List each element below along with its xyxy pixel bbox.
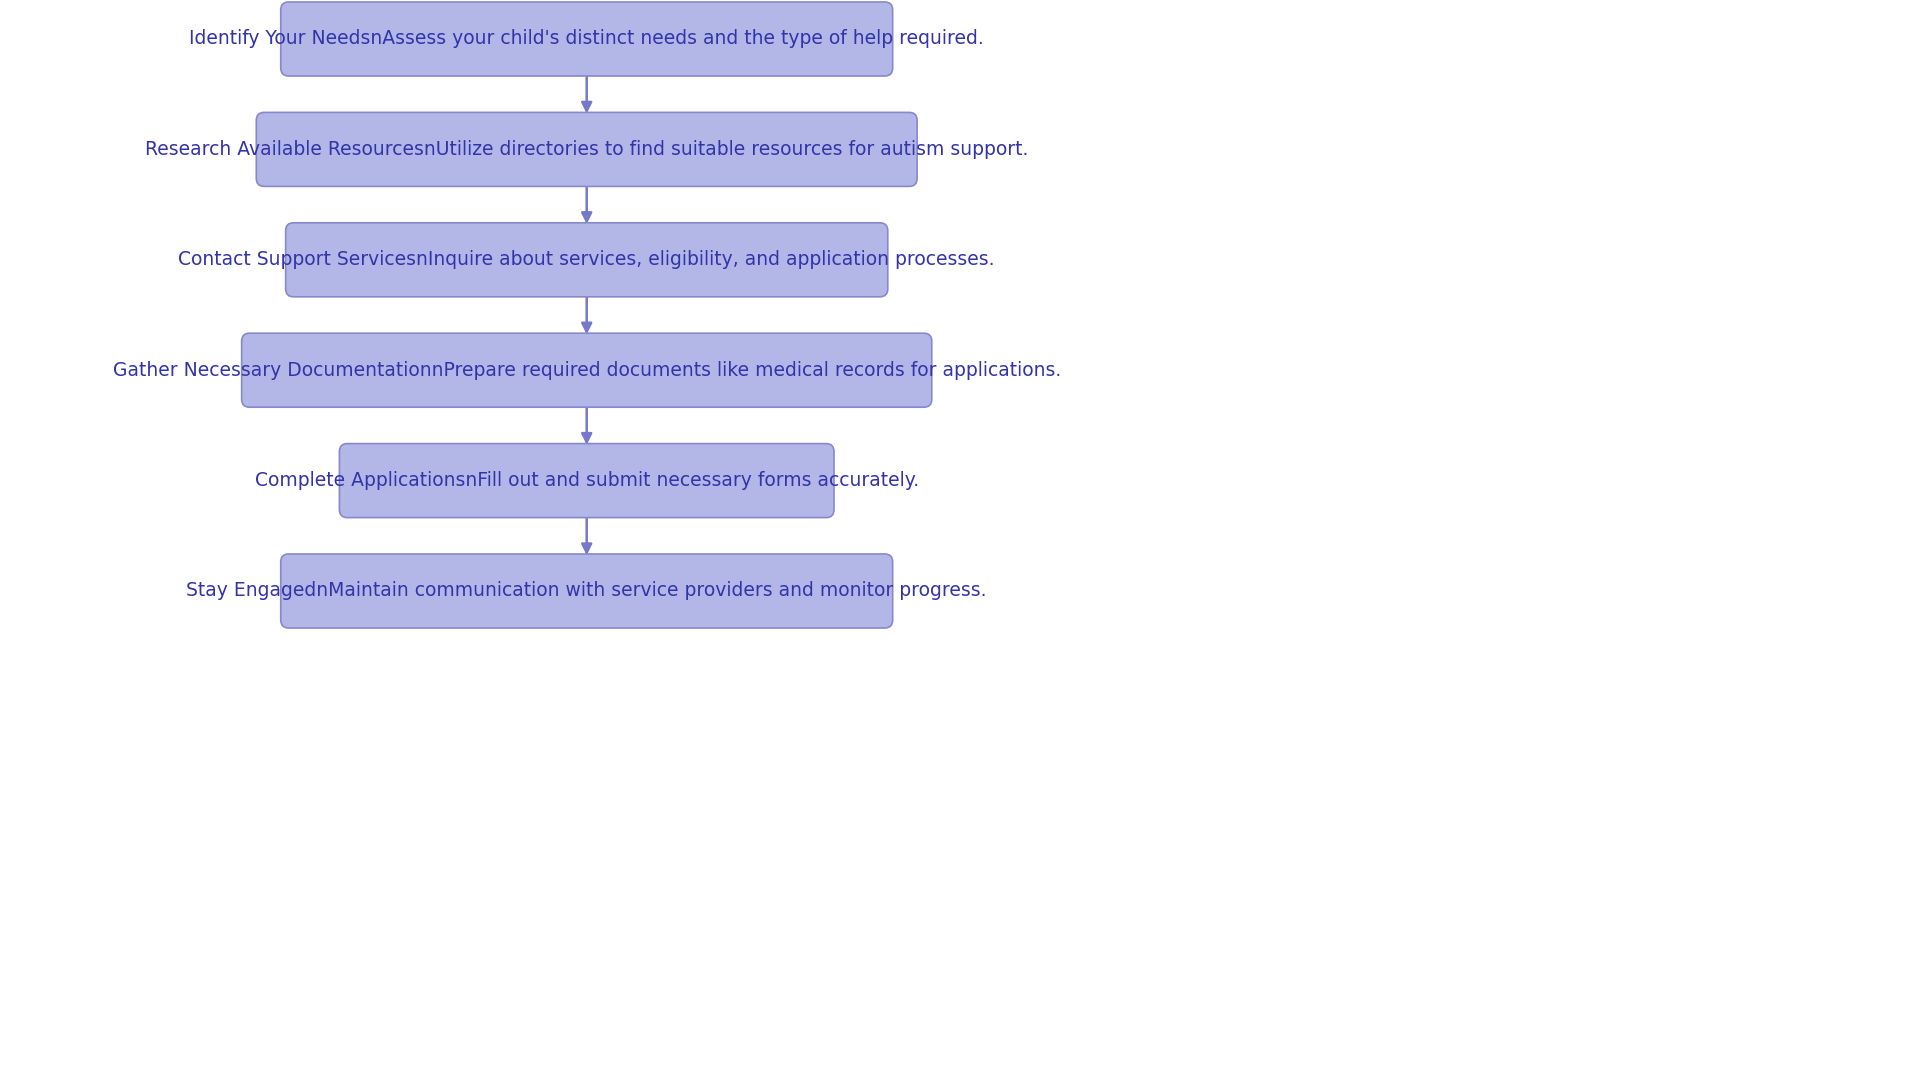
Text: Research Available ResourcesnUtilize directories to find suitable resources for : Research Available ResourcesnUtilize dir… [146,140,1029,159]
Text: Identify Your NeedsnAssess your child's distinct needs and the type of help requ: Identify Your NeedsnAssess your child's … [190,29,985,49]
FancyBboxPatch shape [340,444,833,518]
FancyBboxPatch shape [280,554,893,628]
FancyBboxPatch shape [255,113,918,186]
Text: Gather Necessary DocumentationnPrepare required documents like medical records f: Gather Necessary DocumentationnPrepare r… [113,361,1062,380]
Text: Stay EngagednMaintain communication with service providers and monitor progress.: Stay EngagednMaintain communication with… [186,582,987,600]
Text: Complete ApplicationsnFill out and submit necessary forms accurately.: Complete ApplicationsnFill out and submi… [255,471,920,491]
Text: Contact Support ServicesnInquire about services, eligibility, and application pr: Contact Support ServicesnInquire about s… [179,250,995,270]
FancyBboxPatch shape [286,223,887,297]
FancyBboxPatch shape [280,2,893,76]
FancyBboxPatch shape [242,334,931,407]
